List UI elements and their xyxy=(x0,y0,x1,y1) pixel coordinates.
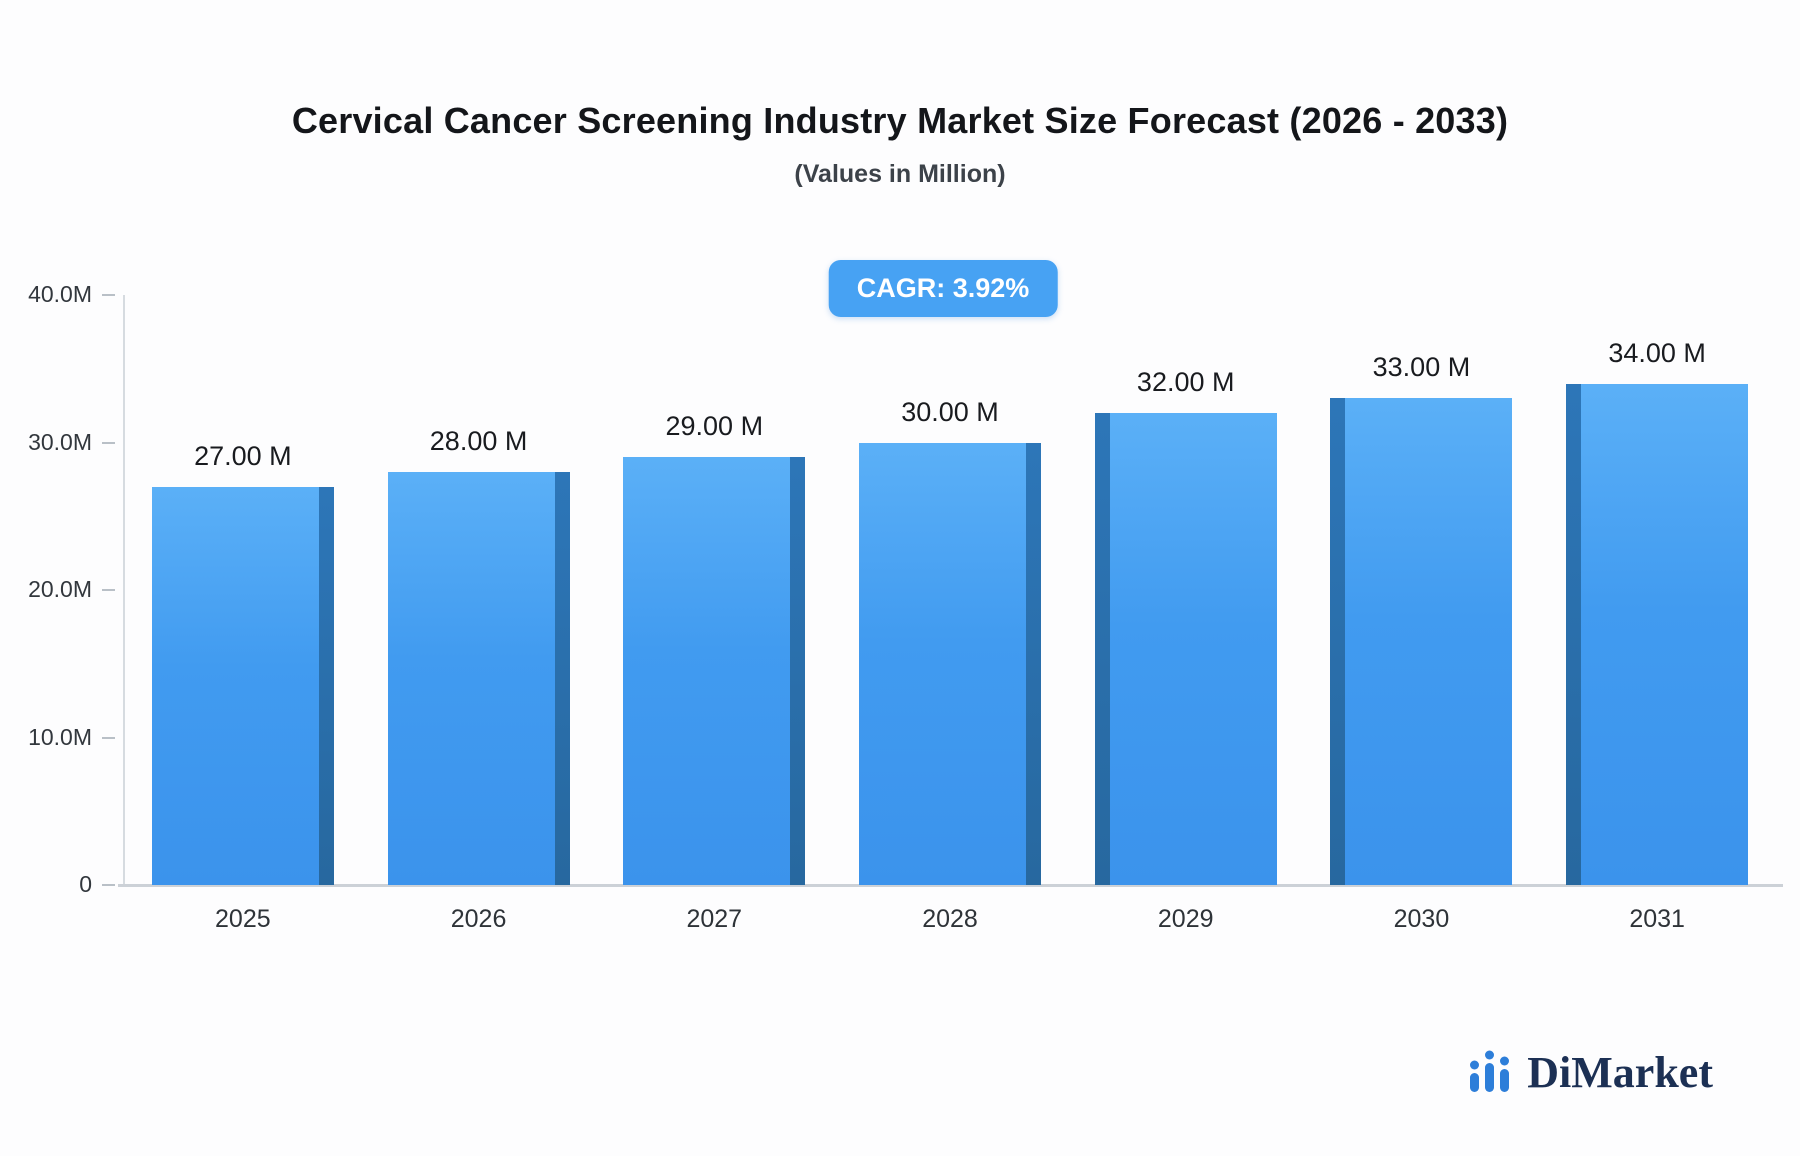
bar-chart-plot-area: 27.00 M 2025 28.00 M 2026 29.00 M 2027 30.00 M… xyxy=(125,295,1775,933)
bar-side-shade xyxy=(1330,398,1346,885)
y-axis-tick xyxy=(102,736,115,739)
cagr-label: CAGR: 3.92% xyxy=(856,273,1030,303)
bar[interactable] xyxy=(1330,398,1513,885)
chart-title: Cervical Cancer Screening Industry Marke… xyxy=(291,100,1509,141)
bar-side-shade xyxy=(1566,383,1582,885)
cagr-badge: CAGR: 3.92% xyxy=(828,260,1058,317)
chart-subtitle: (Values in Million) xyxy=(794,160,1006,188)
y-axis-tick-label: 10.0M xyxy=(28,723,92,750)
x-axis-label: 2030 xyxy=(1393,905,1450,933)
bar[interactable] xyxy=(151,486,334,885)
bar-chart-icon xyxy=(1470,1050,1510,1092)
y-axis-tick xyxy=(102,884,115,886)
bar-value-label: 29.00 M xyxy=(665,411,764,442)
bar-value-label: 27.00 M xyxy=(194,440,292,471)
bar-side-shade xyxy=(1094,413,1110,885)
bar-side-shade xyxy=(790,457,806,885)
bar-value-label: 34.00 M xyxy=(1608,337,1706,368)
bar-side-shade xyxy=(318,486,334,885)
bar-value-label: 30.00 M xyxy=(901,396,999,427)
bar[interactable] xyxy=(387,472,570,885)
x-axis-line xyxy=(118,884,1783,887)
bar-value-label: 33.00 M xyxy=(1372,352,1471,383)
bar-side-shade xyxy=(1026,442,1041,885)
y-axis-tick xyxy=(102,441,115,444)
logo-text: DiMarket xyxy=(1527,1047,1713,1097)
x-axis-label: 2031 xyxy=(1629,905,1685,933)
y-axis-tick-label: 30.0M xyxy=(28,428,92,455)
y-axis-line xyxy=(123,295,125,887)
y-axis-tick-label: 40.0M xyxy=(28,281,92,307)
x-axis-label: 2028 xyxy=(922,905,978,933)
y-axis-tick-label: 0 xyxy=(79,871,92,897)
bar-value-label: 28.00 M xyxy=(429,426,528,456)
bar-side-shade xyxy=(554,472,570,885)
dimarket-logo: DiMarket xyxy=(1467,1044,1713,1100)
y-axis-tick xyxy=(102,294,115,296)
bar[interactable] xyxy=(1094,413,1277,885)
bar[interactable] xyxy=(623,457,806,885)
bar-value-label: 32.00 M xyxy=(1136,367,1235,397)
y-axis-tick xyxy=(102,589,115,591)
x-axis-label: 2027 xyxy=(686,905,743,933)
x-axis-label: 2029 xyxy=(1157,905,1214,933)
y-axis-tick-label: 20.0M xyxy=(28,576,92,602)
bar[interactable] xyxy=(1566,383,1749,885)
x-axis-label: 2025 xyxy=(215,905,271,933)
x-axis-label: 2026 xyxy=(450,905,507,933)
bar[interactable] xyxy=(859,442,1041,885)
